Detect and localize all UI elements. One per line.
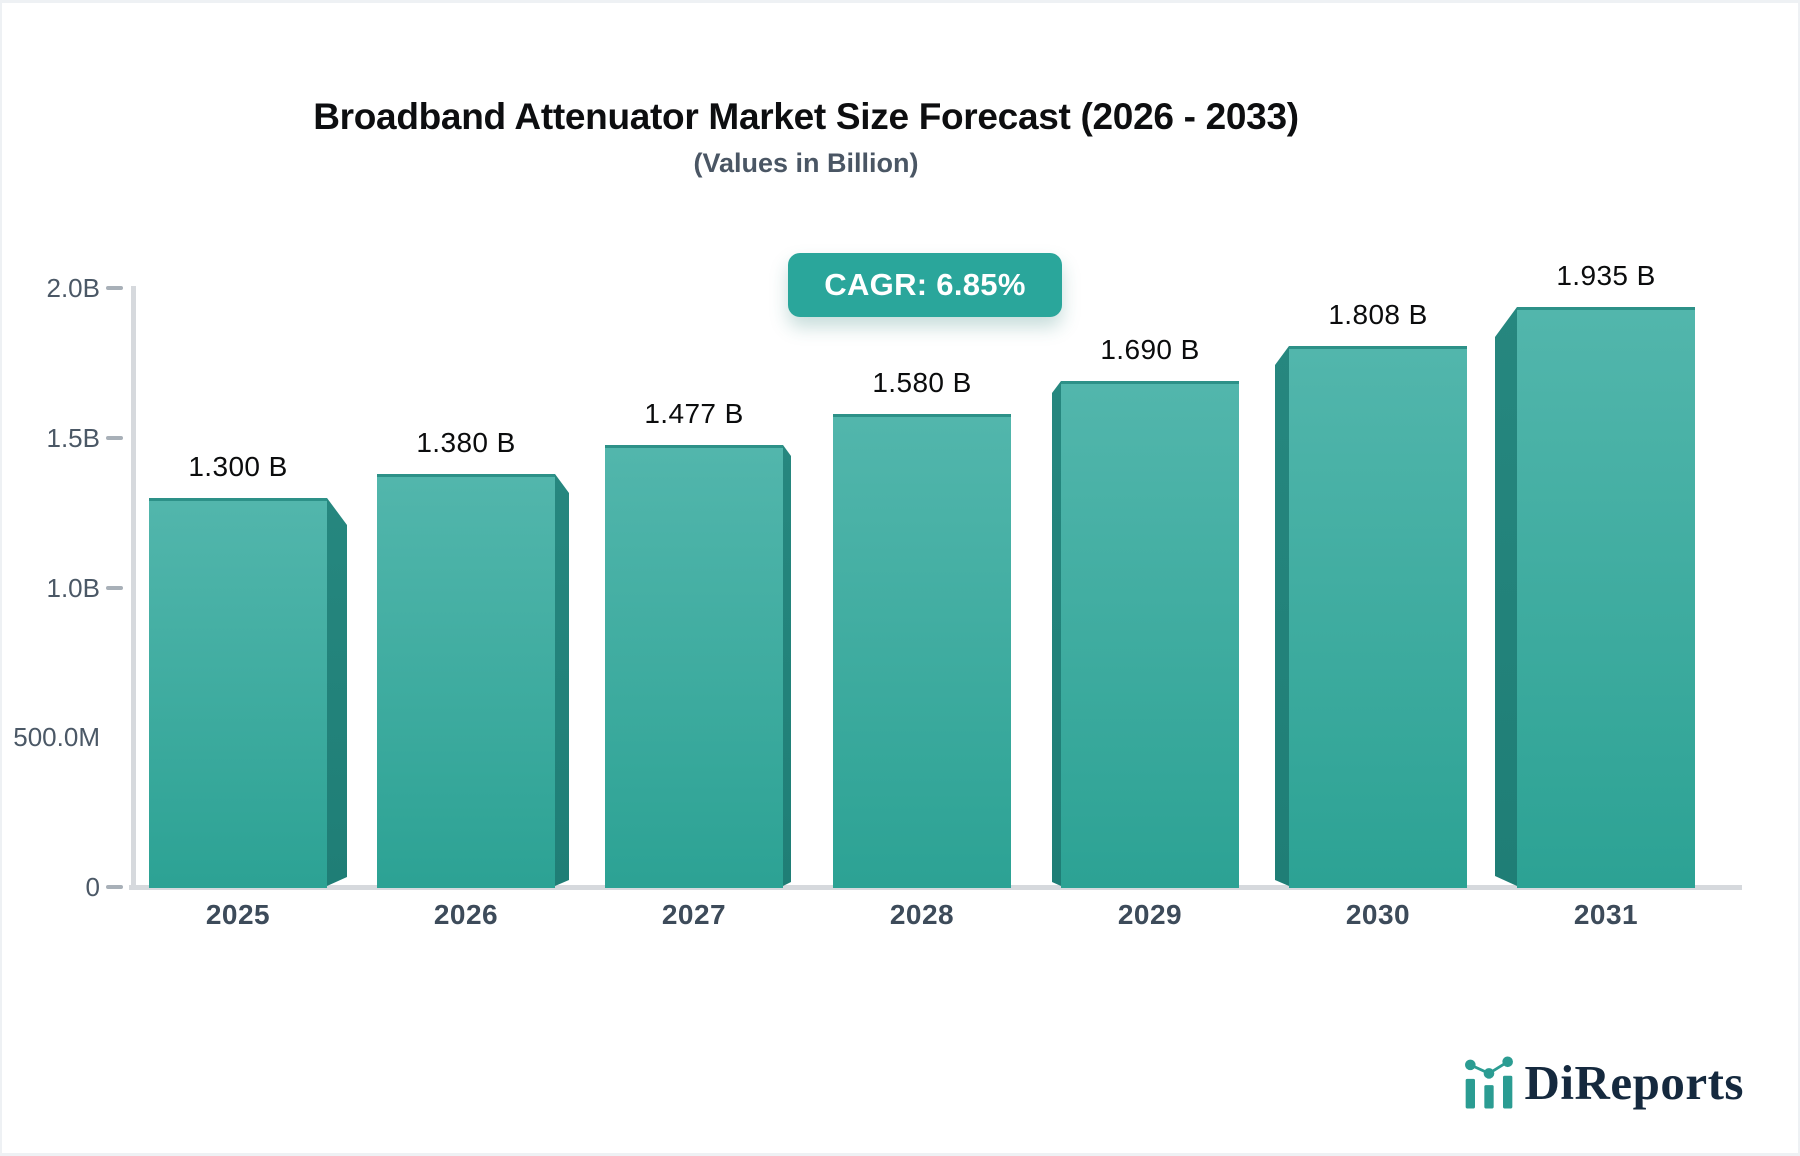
y-tick-mark: [106, 435, 123, 440]
x-axis-label: 2025: [205, 899, 271, 930]
logo-text: DiReports: [1524, 1054, 1744, 1110]
bar-side-face: [327, 498, 347, 886]
cagr-badge: CAGR: 6.85%: [788, 253, 1062, 317]
x-axis-label: 2026: [433, 899, 499, 930]
bar-face: [1061, 381, 1239, 888]
y-axis-line: [131, 286, 136, 890]
y-tick-mark: [106, 286, 123, 290]
bar-side-face: [1052, 381, 1061, 886]
bar-face: [149, 498, 327, 888]
x-axis-label: 2031: [1573, 899, 1639, 930]
y-tick-mark: [106, 585, 123, 590]
x-axis-label: 2027: [661, 899, 727, 930]
bar-value-label: 1.477 B: [644, 398, 744, 429]
bar-side-face: [1495, 307, 1517, 886]
bar-side-face: [555, 474, 569, 886]
bar-side-face: [1275, 346, 1289, 886]
y-axis-label: 500.0M: [13, 722, 100, 753]
bar-side-face: [783, 445, 791, 886]
direports-logo: DiReports: [1461, 1052, 1744, 1112]
bar-face: [605, 445, 783, 888]
bar-value-label: 1.380 B: [416, 427, 516, 458]
bar-value-label: 1.580 B: [872, 367, 972, 398]
x-axis-label: 2030: [1345, 899, 1411, 930]
y-tick-mark: [106, 885, 123, 889]
bar-face: [377, 474, 555, 888]
bar-face: [1289, 346, 1467, 888]
bar-face: [833, 414, 1011, 888]
y-axis-label: 0: [85, 872, 100, 902]
chart-title: Broadband Attenuator Market Size Forecas…: [313, 96, 1299, 137]
y-axis-label: 2.0B: [46, 273, 101, 303]
logo-chart-icon: [1465, 1056, 1514, 1109]
y-axis-label: 1.0B: [46, 572, 101, 603]
y-axis-label: 1.5B: [46, 422, 101, 453]
bar-value-label: 1.690 B: [1100, 334, 1200, 365]
bar-value-label: 1.935 B: [1556, 260, 1656, 291]
x-axis-label: 2028: [889, 899, 955, 930]
bar-value-label: 1.300 B: [188, 451, 288, 482]
chart-subtitle: (Values in Billion): [693, 148, 919, 178]
x-axis-label: 2029: [1117, 899, 1183, 930]
bar-face: [1517, 307, 1695, 888]
bar-value-label: 1.808 B: [1328, 299, 1428, 330]
